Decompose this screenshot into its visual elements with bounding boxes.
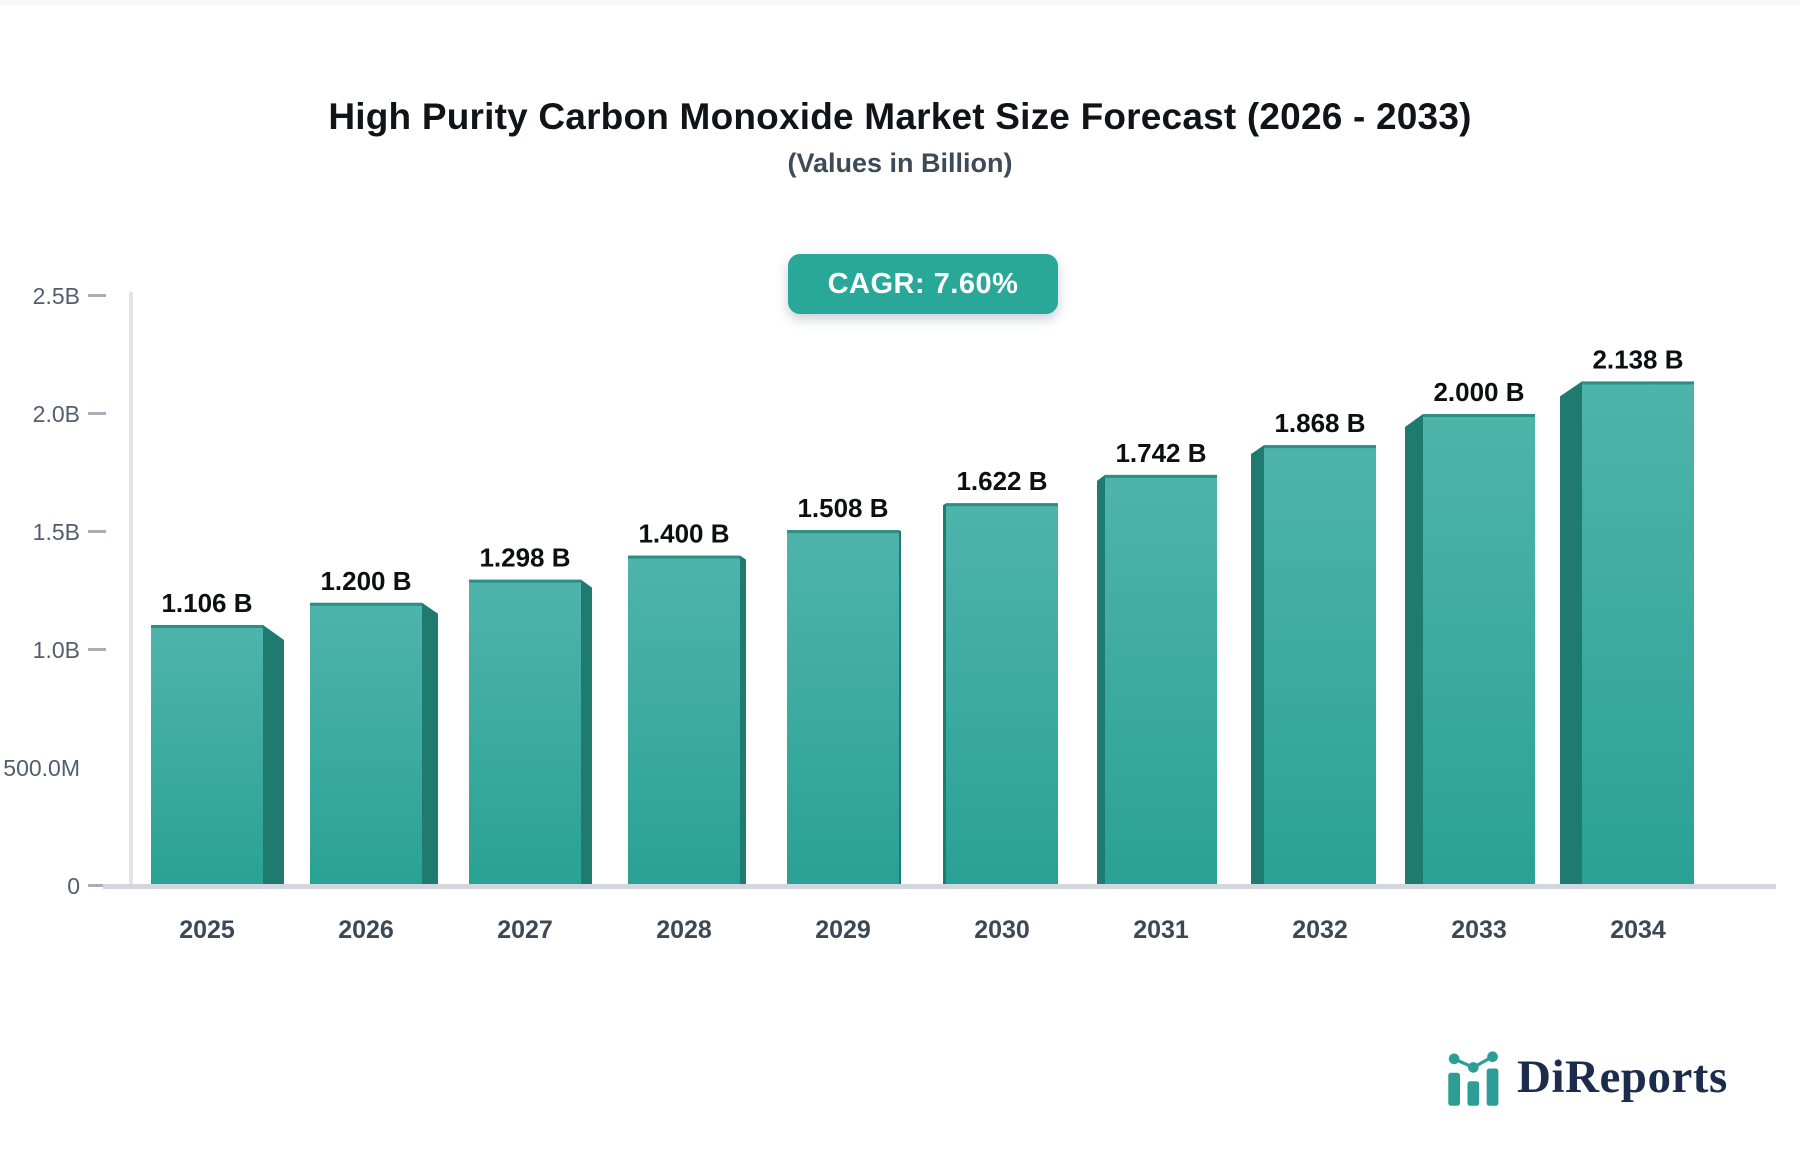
y-tick-label: 1.5B — [33, 519, 80, 545]
bar-2033: 2.000 B 2033 — [1405, 377, 1535, 944]
bar-top-edge — [1423, 414, 1535, 417]
bar-front-face — [151, 624, 263, 886]
y-tick-label: 2.0B — [33, 401, 80, 427]
y-tick-label: 500.0M — [3, 755, 80, 781]
bar-value-label: 2.000 B — [1433, 377, 1524, 407]
x-axis-line — [103, 884, 1776, 889]
bar-2029: 1.508 B 2029 — [787, 493, 901, 944]
y-tick-label: 1.0B — [33, 637, 80, 663]
chart-title: High Purity Carbon Monoxide Market Size … — [328, 96, 1472, 137]
bar-front-face — [1582, 381, 1694, 886]
bar-value-label: 1.200 B — [320, 566, 411, 596]
x-tick-label: 2028 — [656, 916, 712, 944]
bar-front-face — [628, 555, 740, 886]
bar-front-face — [1423, 414, 1535, 886]
bar-side-face — [1097, 474, 1105, 886]
bar-side-face — [263, 624, 284, 886]
x-tick-label: 2029 — [815, 916, 871, 944]
bar-2032: 1.868 B 2032 — [1251, 408, 1376, 944]
x-tick-label: 2034 — [1610, 916, 1666, 944]
bar-top-edge — [1264, 445, 1376, 449]
bar-front-face — [946, 503, 1058, 886]
bar-front-face — [469, 579, 581, 886]
bar-top-edge — [946, 503, 1058, 507]
x-tick-label: 2026 — [338, 916, 394, 944]
bar-side-face — [581, 579, 592, 886]
bar-front-face — [310, 602, 422, 886]
mini-bar-chart-icon — [1448, 1051, 1499, 1106]
bar-top-edge — [310, 602, 422, 606]
y-tick-dash — [88, 884, 106, 887]
logo-text: DiReports — [1517, 1051, 1728, 1103]
bar-top-edge — [787, 530, 899, 534]
bar-2030: 1.622 B 2030 — [943, 466, 1058, 944]
x-tick-label: 2027 — [497, 916, 553, 944]
y-tick-label: 0 — [67, 873, 80, 899]
x-tick-label: 2032 — [1292, 916, 1348, 944]
bar-value-label: 1.400 B — [638, 519, 729, 549]
bar-side-face — [1560, 381, 1582, 886]
bar-side-face — [422, 602, 438, 886]
bar-top-edge — [469, 579, 581, 583]
bar-front-face — [1264, 445, 1376, 886]
bar-front-face — [1105, 474, 1217, 886]
bar-top-edge — [1105, 474, 1217, 478]
cagr-badge: CAGR: 7.60% — [788, 254, 1058, 314]
bar-side-face — [1251, 445, 1264, 886]
bar-value-label: 1.622 B — [956, 466, 1047, 496]
bar-2034: 2.138 B 2034 — [1560, 344, 1694, 944]
chart-subtitle: (Values in Billion) — [787, 148, 1013, 178]
x-tick-label: 2025 — [179, 916, 235, 944]
bar-front-face — [787, 530, 899, 886]
bar-top-edge — [1582, 381, 1694, 385]
x-tick-label: 2031 — [1133, 916, 1189, 944]
y-tick-dash — [88, 530, 106, 533]
bar-top-edge — [628, 555, 740, 559]
bar-value-label: 1.742 B — [1115, 438, 1206, 468]
bar-value-label: 1.298 B — [479, 543, 570, 573]
top-strip — [0, 0, 1800, 6]
x-tick-label: 2033 — [1451, 916, 1507, 944]
bar-2031: 1.742 B 2031 — [1097, 438, 1217, 944]
bar-2025: 1.106 B 2025 — [151, 588, 284, 944]
bar-2026: 1.200 B 2026 — [310, 566, 438, 944]
bar-value-label: 1.508 B — [797, 493, 888, 523]
bar-side-face — [899, 530, 901, 886]
y-tick-label: 2.5B — [33, 283, 80, 309]
x-tick-label: 2030 — [974, 916, 1030, 944]
bar-2027: 1.298 B 2027 — [469, 543, 592, 944]
bar-2028: 1.400 B 2028 — [628, 519, 746, 944]
y-tick-dash — [88, 648, 106, 651]
y-axis-line — [129, 292, 133, 888]
bar-side-face — [1405, 414, 1423, 886]
bar-value-label: 1.106 B — [161, 588, 252, 618]
y-tick-dash — [88, 294, 106, 297]
bar-side-face — [943, 503, 946, 886]
bar-value-label: 1.868 B — [1274, 408, 1365, 438]
bar-value-label: 2.138 B — [1592, 344, 1683, 374]
bar-top-edge — [151, 624, 263, 628]
y-tick-dash — [88, 412, 106, 415]
bar-side-face — [740, 555, 746, 886]
direports-logo: DiReports — [1444, 1038, 1728, 1116]
